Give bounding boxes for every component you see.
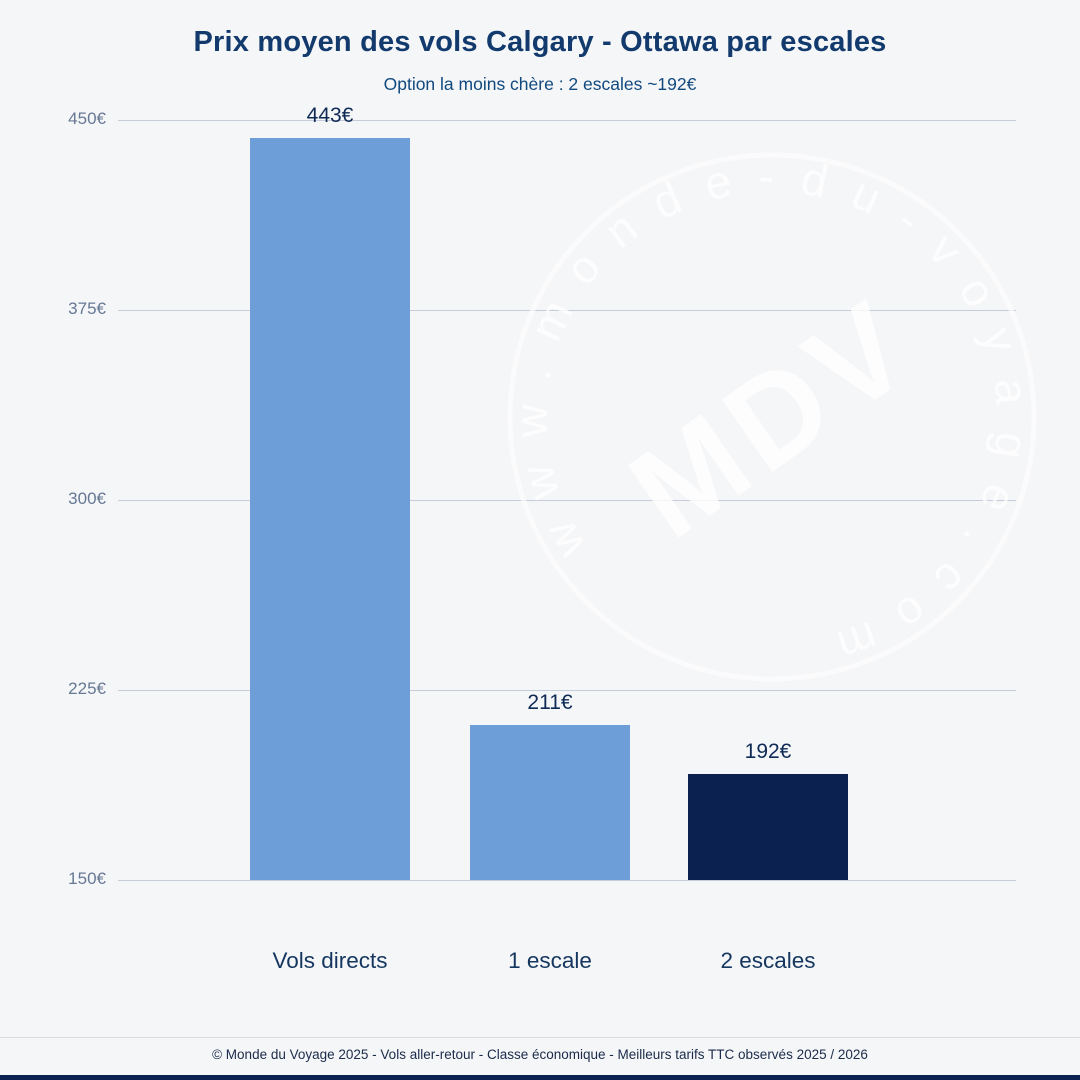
category-label-2-escales: 2 escales — [720, 948, 816, 973]
bar-vols-directs — [250, 137, 410, 880]
y-axis-tick-label: 300€ — [68, 489, 106, 508]
footer-text: © Monde du Voyage 2025 - Vols aller-reto… — [212, 1047, 868, 1062]
category-label-1-escale: 1 escale — [508, 948, 592, 973]
y-axis-tick-label: 375€ — [68, 299, 106, 318]
chart-title: Prix moyen des vols Calgary - Ottawa par… — [193, 26, 887, 58]
footer-divider — [0, 1037, 1080, 1038]
bar-2-escales — [688, 773, 848, 880]
y-axis-tick-label: 225€ — [68, 679, 106, 698]
y-axis-tick-label: 150€ — [68, 869, 106, 888]
bar-value-label-2-escales: 192€ — [744, 739, 792, 763]
gridline-225 — [118, 690, 1016, 691]
bar-value-label-1-escale: 211€ — [527, 691, 573, 715]
bar-1-escale — [470, 725, 630, 880]
y-axis-tick-label: 450€ — [68, 109, 106, 128]
chart-subtitle: Option la moins chère : 2 escales ~192€ — [383, 74, 697, 94]
gridline-450 — [118, 120, 1016, 121]
bottom-accent-bar — [0, 1075, 1080, 1080]
bar-value-label-vols-directs: 443€ — [306, 103, 354, 127]
category-label-vols-directs: Vols directs — [272, 948, 388, 973]
gridline-150 — [118, 880, 1016, 881]
